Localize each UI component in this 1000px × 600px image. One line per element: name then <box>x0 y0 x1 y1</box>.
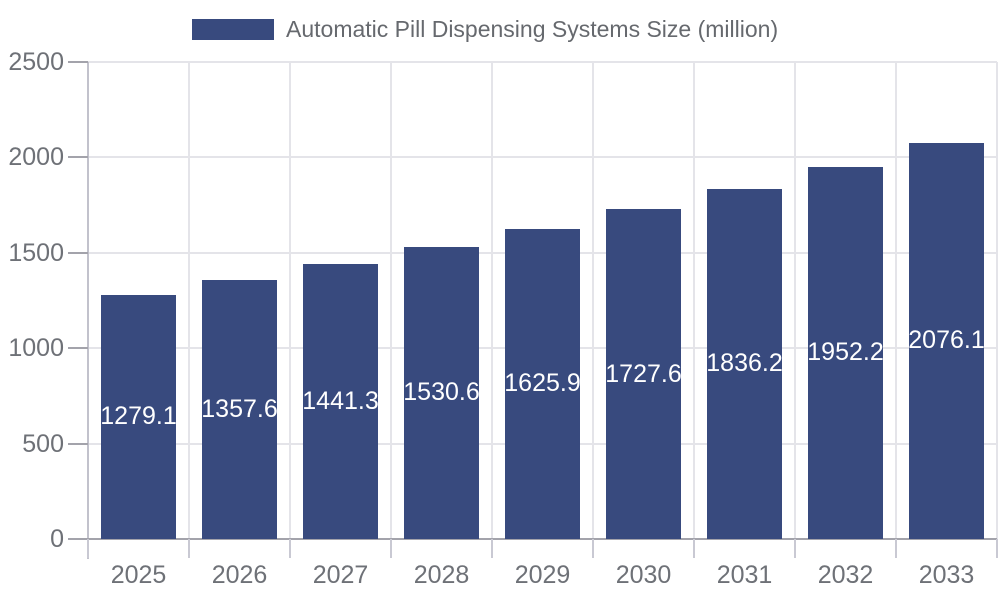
gridline-vertical <box>188 62 190 539</box>
x-tick <box>390 539 392 558</box>
x-tick <box>693 539 695 558</box>
bar-2026[interactable]: 1357.6 <box>201 279 278 539</box>
bar-value-label: 1279.1 <box>100 402 177 431</box>
bar-2027[interactable]: 1441.3 <box>302 263 379 539</box>
bar-2025[interactable]: 1279.1 <box>100 294 177 539</box>
x-axis-line <box>87 538 997 540</box>
x-tick <box>188 539 190 558</box>
y-axis-label-2500: 2500 <box>8 48 64 76</box>
bar-2028[interactable]: 1530.6 <box>403 246 480 539</box>
bar-2029[interactable]: 1625.9 <box>504 228 581 539</box>
gridline-vertical <box>592 62 594 539</box>
x-axis-label-2032: 2032 <box>817 561 874 589</box>
x-axis-label-2031: 2031 <box>716 561 773 589</box>
x-tick <box>87 539 89 558</box>
bar-value-label: 1625.9 <box>504 369 581 398</box>
gridline-horizontal <box>88 156 997 159</box>
legend-swatch <box>192 19 274 40</box>
y-axis-label-2000: 2000 <box>8 143 64 172</box>
x-axis-label-2030: 2030 <box>615 561 672 589</box>
x-tick <box>491 539 493 558</box>
legend-item[interactable]: Automatic Pill Dispensing Systems Size (… <box>192 16 778 43</box>
gridline-vertical <box>491 62 493 539</box>
x-tick <box>289 539 291 558</box>
y-tick <box>68 156 88 159</box>
legend-label: Automatic Pill Dispensing Systems Size (… <box>286 16 779 42</box>
bar-2032[interactable]: 1952.2 <box>807 166 884 539</box>
bar-value-label: 1357.6 <box>201 394 278 423</box>
x-axis-label-2026: 2026 <box>211 561 268 589</box>
bar-2033[interactable]: 2076.1 <box>908 142 985 539</box>
bar-value-label: 1530.6 <box>403 378 480 407</box>
x-tick <box>895 539 897 558</box>
gridline-horizontal <box>88 61 997 63</box>
x-axis-label-2029: 2029 <box>514 561 571 589</box>
bar-value-label: 1727.6 <box>605 359 682 388</box>
x-axis-label-2033: 2033 <box>918 561 975 589</box>
x-tick <box>996 539 998 558</box>
gridline-vertical <box>693 62 695 539</box>
y-axis-label-0: 0 <box>50 525 64 553</box>
y-tick <box>68 347 88 350</box>
bar-value-label: 2076.1 <box>908 326 985 355</box>
gridline-vertical <box>289 62 291 539</box>
bar-value-label: 1952.2 <box>807 338 884 367</box>
y-tick <box>68 61 88 63</box>
y-axis-label-500: 500 <box>22 429 64 458</box>
gridline-vertical <box>895 62 897 539</box>
y-tick <box>68 442 88 445</box>
bar-2030[interactable]: 1727.6 <box>605 209 682 539</box>
gridline-vertical <box>996 62 998 539</box>
gridline-vertical <box>794 62 796 539</box>
y-axis-line <box>87 62 89 559</box>
y-tick <box>68 538 88 540</box>
x-axis-label-2027: 2027 <box>312 561 369 589</box>
x-axis-label-2028: 2028 <box>413 561 470 589</box>
y-tick <box>68 251 88 254</box>
x-axis-label-2025: 2025 <box>110 561 167 589</box>
gridline-vertical <box>390 62 392 539</box>
bar-value-label: 1441.3 <box>302 386 379 415</box>
bar-2031[interactable]: 1836.2 <box>706 188 783 539</box>
bar-value-label: 1836.2 <box>706 349 783 378</box>
y-axis-label-1000: 1000 <box>8 334 64 363</box>
x-tick <box>794 539 796 558</box>
y-axis-label-1500: 1500 <box>8 238 64 267</box>
x-tick <box>592 539 594 558</box>
